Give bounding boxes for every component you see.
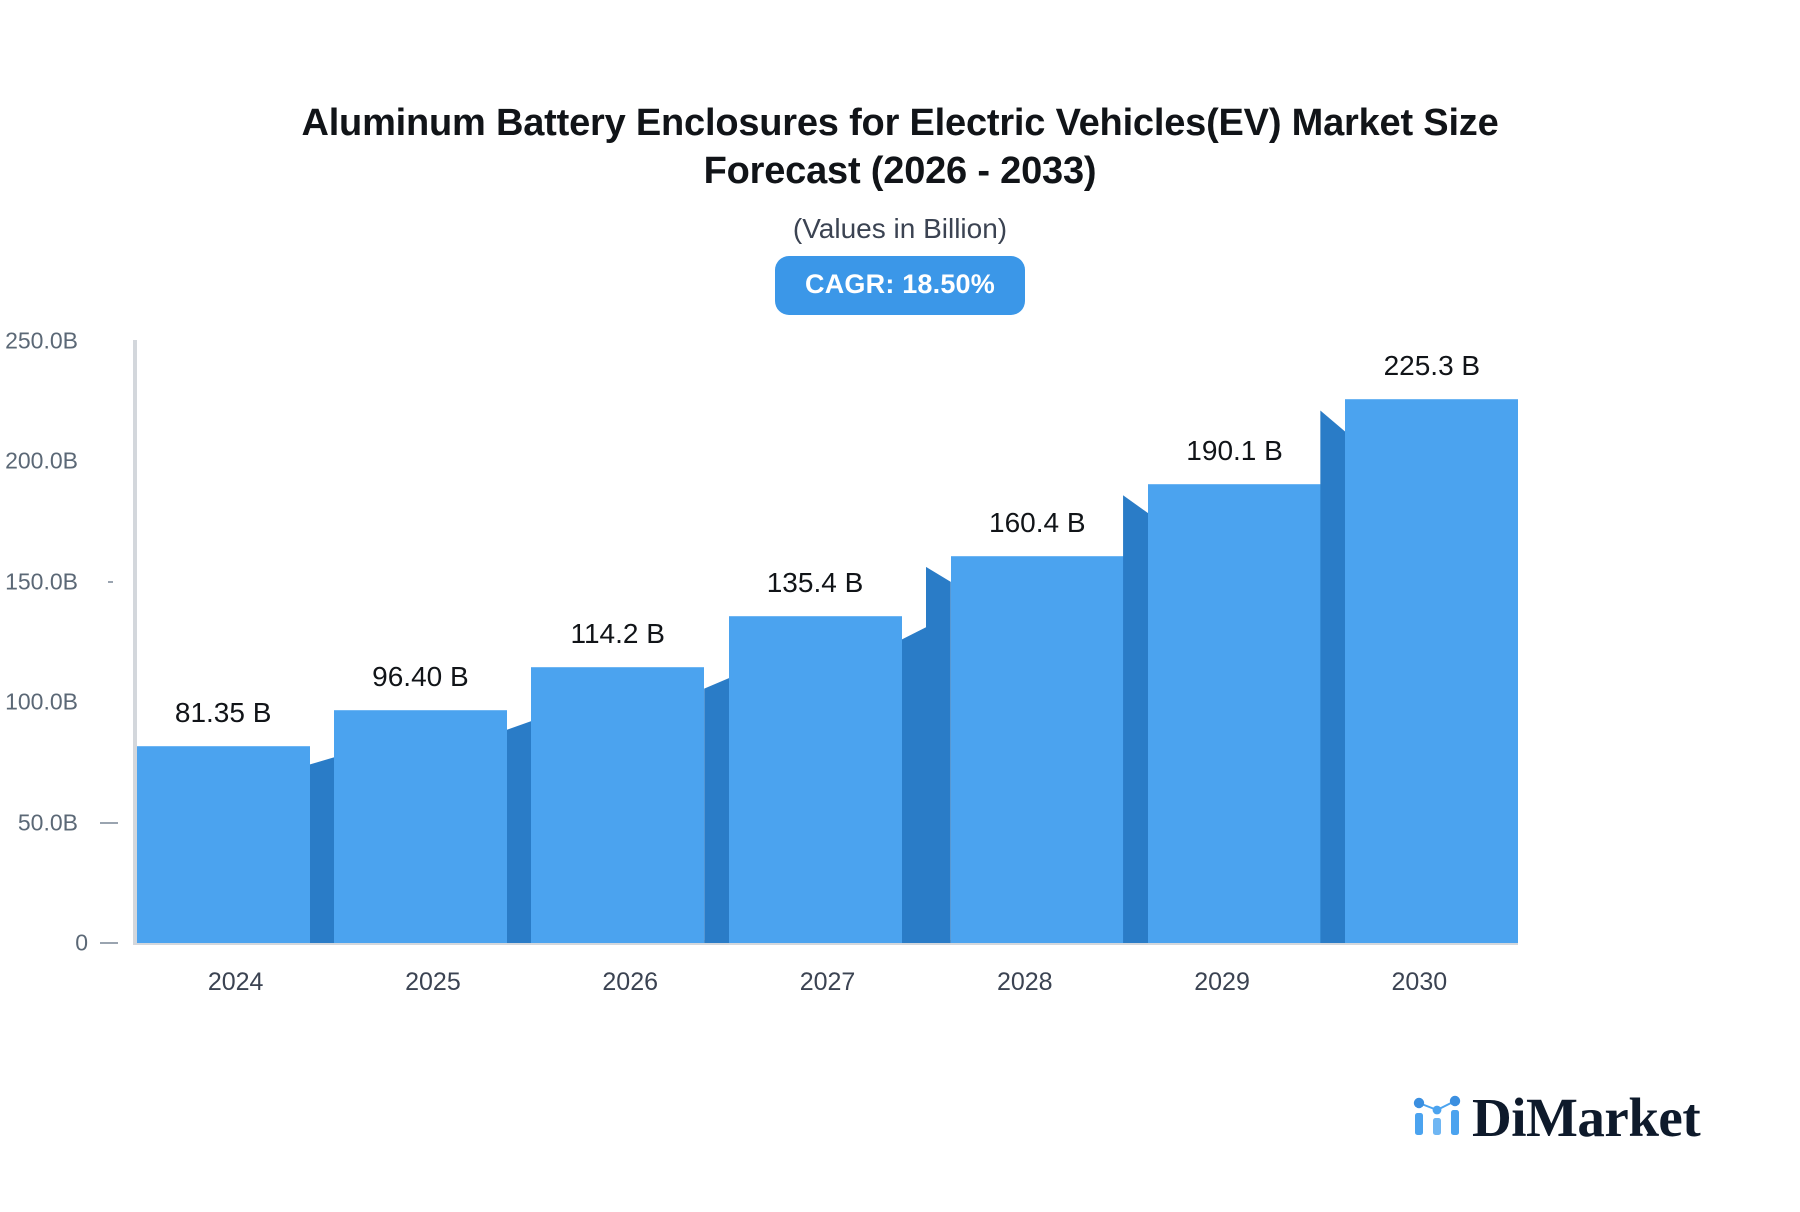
y-axis-line	[133, 340, 137, 943]
bar-value-label: 190.1 B	[1186, 435, 1283, 467]
bar-side-face	[901, 626, 927, 943]
x-axis-label: 2030	[1391, 968, 1448, 996]
bar-side-face	[506, 720, 532, 943]
chart-header: Aluminum Battery Enclosures for Electric…	[0, 0, 1800, 315]
dimarket-logo: DiMarket	[1412, 1087, 1701, 1148]
bar[interactable]	[1123, 484, 1322, 943]
bar[interactable]	[136, 746, 335, 943]
bar-front-face	[136, 746, 310, 943]
bar-side-face	[1123, 495, 1149, 943]
bar-front-face	[1345, 399, 1519, 943]
y-axis-tick-mark	[100, 942, 118, 944]
bar[interactable]	[1320, 399, 1519, 943]
cagr-badge: CAGR: 18.50%	[775, 256, 1025, 315]
bar-front-face	[950, 555, 1124, 943]
bar-value-label: 96.40 B	[372, 660, 469, 692]
bar[interactable]	[531, 667, 730, 943]
page-title: Aluminum Battery Enclosures for Electric…	[301, 102, 1499, 192]
y-axis-tick-label: 200.0B	[5, 447, 78, 474]
bar-value-label: 225.3 B	[1383, 350, 1481, 382]
bar-side-face	[704, 678, 730, 943]
bar-front-face	[728, 615, 902, 943]
bar-value-label: 135.4 B	[766, 566, 864, 598]
bar-front-face	[1148, 484, 1322, 943]
x-axis-label: 2026	[602, 968, 659, 996]
bar-side-face	[925, 566, 951, 943]
x-axis-label: 2027	[799, 968, 856, 996]
bar-chart-icon	[1412, 1093, 1462, 1142]
y-axis-tick-label: 50.0B	[17, 809, 78, 836]
bar-value-label: 114.2 B	[570, 618, 665, 649]
y-axis-tick-label: 150.0B	[5, 568, 78, 595]
y-axis-tick-label: 0	[75, 929, 88, 956]
x-axis-label: 2024	[207, 968, 264, 996]
x-axis-label: 2029	[1194, 968, 1250, 996]
bar-side-face	[1320, 410, 1346, 943]
bar-front-face	[333, 709, 507, 943]
y-axis-tick-mark	[100, 821, 118, 824]
logo-text: DiMarket	[1472, 1087, 1701, 1148]
bar-value-label: 160.4 B	[989, 506, 1086, 538]
bar-value-label: 81.35 B	[174, 697, 272, 729]
y-axis-tick-label: 250.0B	[5, 327, 78, 354]
bar-front-face	[531, 667, 705, 943]
x-axis-label: 2025	[405, 968, 461, 996]
y-axis-tick-label: 100.0B	[5, 688, 78, 715]
chart-subtitle: (Values in Billion)	[792, 213, 1008, 244]
bar[interactable]	[333, 709, 532, 943]
y-axis-tick-mark	[108, 580, 113, 583]
bar[interactable]	[728, 615, 927, 943]
bar[interactable]	[925, 555, 1124, 943]
x-axis-label: 2028	[996, 968, 1053, 996]
bar-side-face	[309, 757, 335, 943]
